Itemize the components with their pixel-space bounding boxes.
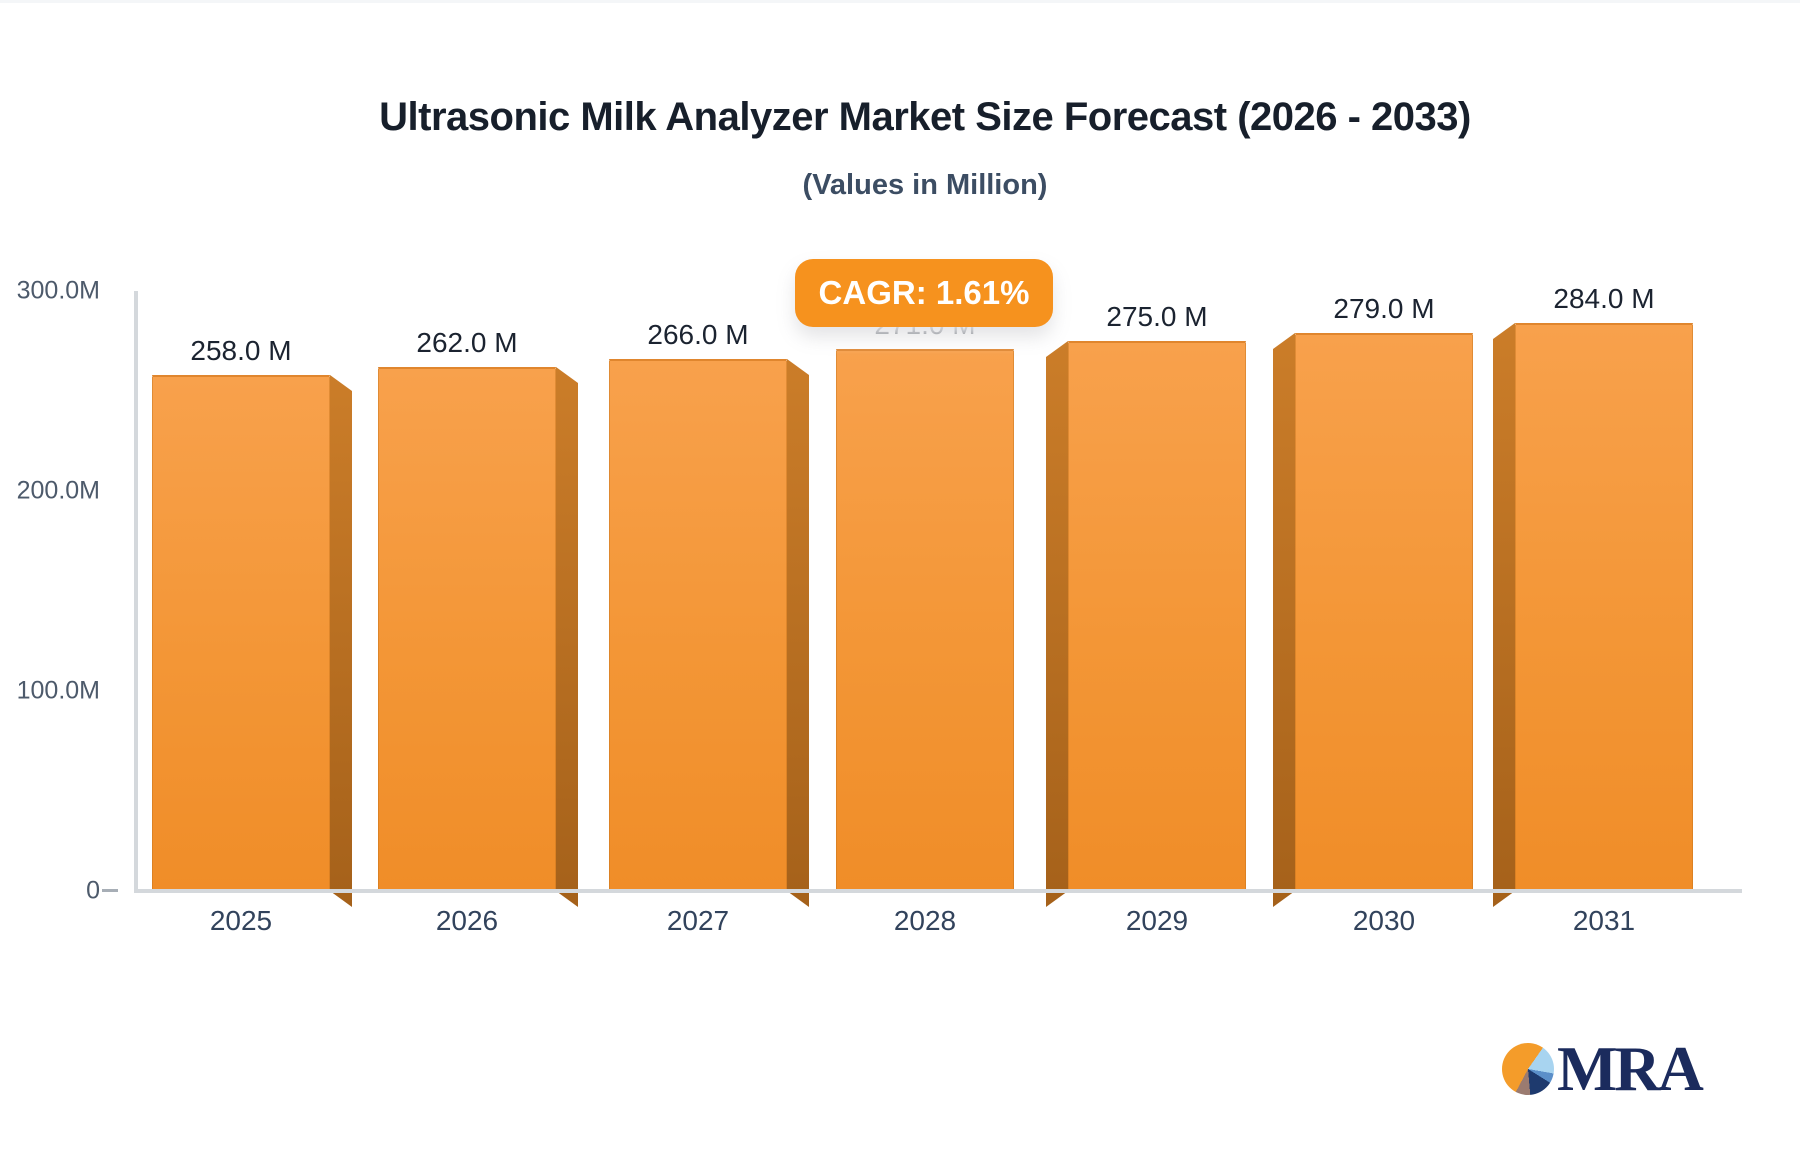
bar-2029 bbox=[1046, 341, 1246, 907]
x-axis-line bbox=[134, 889, 1742, 893]
y-axis-line bbox=[134, 291, 138, 893]
mra-logo: MRA bbox=[1502, 1033, 1704, 1104]
bar-value-label: 266.0 M bbox=[647, 319, 749, 350]
bar-front-face bbox=[1515, 323, 1693, 891]
bar-2030 bbox=[1273, 333, 1473, 907]
y-axis-label: 200.0M bbox=[16, 476, 100, 505]
bar-front-face bbox=[152, 375, 330, 891]
chart-subtitle: (Values in Million) bbox=[802, 169, 1048, 201]
bar-side-face bbox=[1046, 341, 1068, 907]
x-axis-label: 2031 bbox=[1572, 905, 1636, 936]
bar-front-face bbox=[836, 349, 1014, 891]
bar-2031 bbox=[1493, 323, 1693, 907]
bar-front-face bbox=[1068, 341, 1246, 891]
x-axis-label: 2025 bbox=[209, 905, 273, 936]
bar-value-label: 284.0 M bbox=[1553, 283, 1655, 314]
x-axis-label: 2029 bbox=[1125, 905, 1189, 936]
bar-2027 bbox=[609, 359, 809, 907]
x-axis-label: 2030 bbox=[1352, 905, 1416, 936]
bar-value-label: 258.0 M bbox=[190, 335, 292, 366]
bar-side-face bbox=[787, 359, 809, 907]
bar-side-face bbox=[1273, 333, 1295, 907]
bar-front-face bbox=[609, 359, 787, 891]
bar-value-label: 262.0 M bbox=[416, 327, 518, 358]
bar-side-face bbox=[556, 367, 578, 907]
bar-side-face bbox=[1493, 323, 1515, 907]
y-axis-label: 100.0M bbox=[16, 676, 100, 705]
bar-value-label: 279.0 M bbox=[1333, 293, 1435, 324]
y-axis-label: 0 bbox=[86, 876, 100, 905]
cagr-badge: CAGR: 1.61% bbox=[795, 259, 1053, 327]
zero-tick-mark bbox=[102, 889, 118, 892]
y-axis-label: 300.0M bbox=[16, 276, 100, 305]
bar-value-label: 275.0 M bbox=[1106, 301, 1208, 332]
bar-front-face bbox=[1295, 333, 1473, 891]
x-axis-label: 2028 bbox=[893, 905, 957, 936]
bar-2025 bbox=[152, 375, 352, 907]
bar-front-face bbox=[378, 367, 556, 891]
chart-title: Ultrasonic Milk Analyzer Market Size For… bbox=[379, 95, 1471, 139]
bar-2026 bbox=[378, 367, 578, 907]
bar-2028 bbox=[836, 349, 1014, 907]
pie-chart-logo-icon bbox=[1502, 1043, 1554, 1095]
x-axis-label: 2027 bbox=[666, 905, 730, 936]
x-axis-label: 2026 bbox=[435, 905, 499, 936]
bar-side-face bbox=[330, 375, 352, 907]
logo-text: MRA bbox=[1557, 1033, 1704, 1104]
